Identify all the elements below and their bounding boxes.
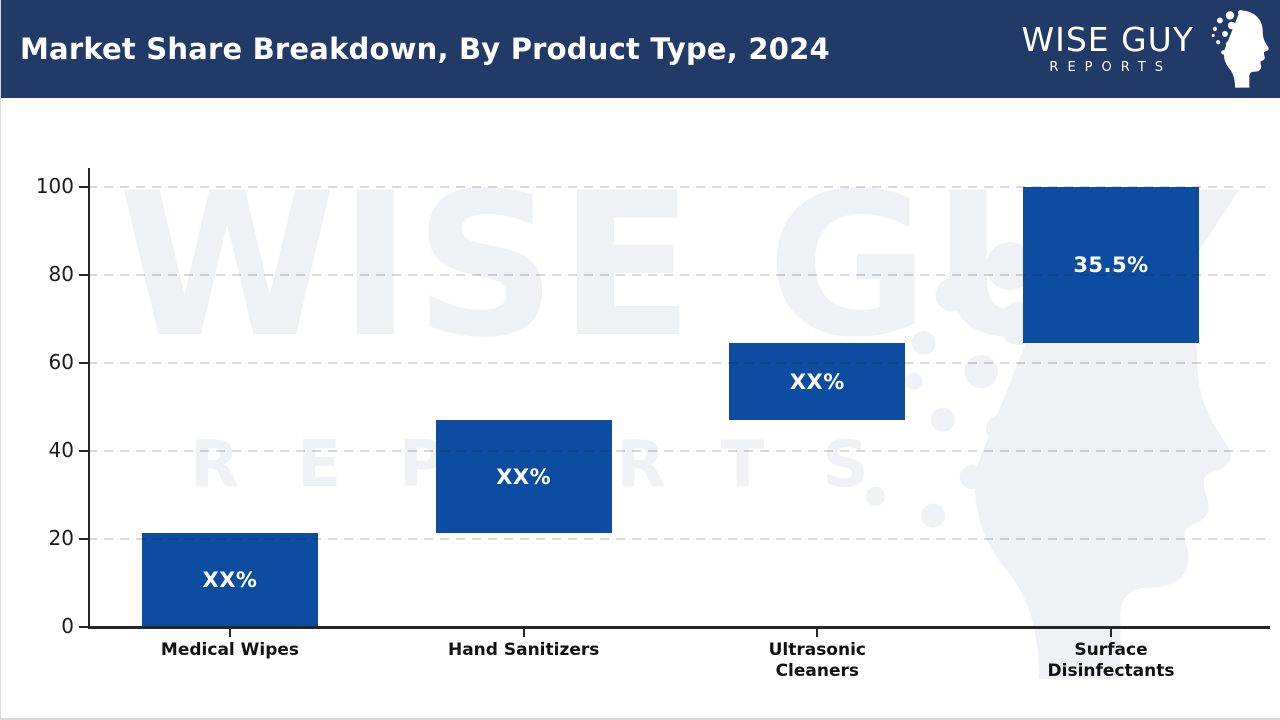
x-tick-mark <box>229 628 231 637</box>
bar: 35.5% <box>1023 187 1199 344</box>
y-gridline <box>88 538 1270 540</box>
y-tick-label: 0 <box>61 614 74 638</box>
y-tick-label: 80 <box>48 262 74 286</box>
dotted-head-icon <box>1211 9 1269 88</box>
y-tick-label: 20 <box>48 526 74 550</box>
bar-value-label: XX% <box>202 568 258 593</box>
y-tick-mark <box>79 186 88 188</box>
category-label: Surface Disinfectants <box>1047 640 1175 681</box>
chart-title: Market Share Breakdown, By Product Type,… <box>20 32 830 66</box>
y-tick-label: 60 <box>48 350 74 374</box>
bar-value-label: XX% <box>789 369 845 394</box>
y-tick-label: 40 <box>48 438 74 462</box>
y-tick-mark <box>79 274 88 276</box>
x-tick-mark <box>816 628 819 637</box>
x-tick-mark <box>1110 628 1112 637</box>
y-tick-label: 100 <box>35 174 74 198</box>
bar: XX% <box>435 420 612 534</box>
category-label: Medical Wipes <box>160 640 300 660</box>
bar-value-label: XX% <box>496 464 552 489</box>
y-gridline <box>88 450 1270 452</box>
y-tick-mark <box>79 538 88 540</box>
x-axis-spine <box>88 626 1270 629</box>
bar: XX% <box>729 343 906 421</box>
y-tick-mark <box>79 362 88 364</box>
category-label: Ultrasonic Cleaners <box>768 640 866 681</box>
brand-subtitle: REPORTS <box>1049 59 1173 75</box>
brand-name: WISE GUY <box>1021 20 1194 60</box>
y-axis-spine <box>88 168 90 629</box>
brand-logo: WISE GUY REPORTS <box>1021 6 1272 92</box>
header-bar: Market Share Breakdown, By Product Type,… <box>0 0 1280 98</box>
x-tick-mark <box>522 628 525 637</box>
brand-logo-text: WISE GUY REPORTS <box>1021 23 1194 75</box>
y-tick-mark <box>79 626 88 628</box>
bar: XX% <box>142 533 318 627</box>
category-label: Hand Sanitizers <box>447 640 600 660</box>
bar-value-label: 35.5% <box>1073 253 1149 278</box>
y-tick-mark <box>79 450 88 452</box>
y-gridline <box>88 274 1270 276</box>
y-gridline <box>88 362 1270 364</box>
y-gridline <box>88 186 1270 188</box>
